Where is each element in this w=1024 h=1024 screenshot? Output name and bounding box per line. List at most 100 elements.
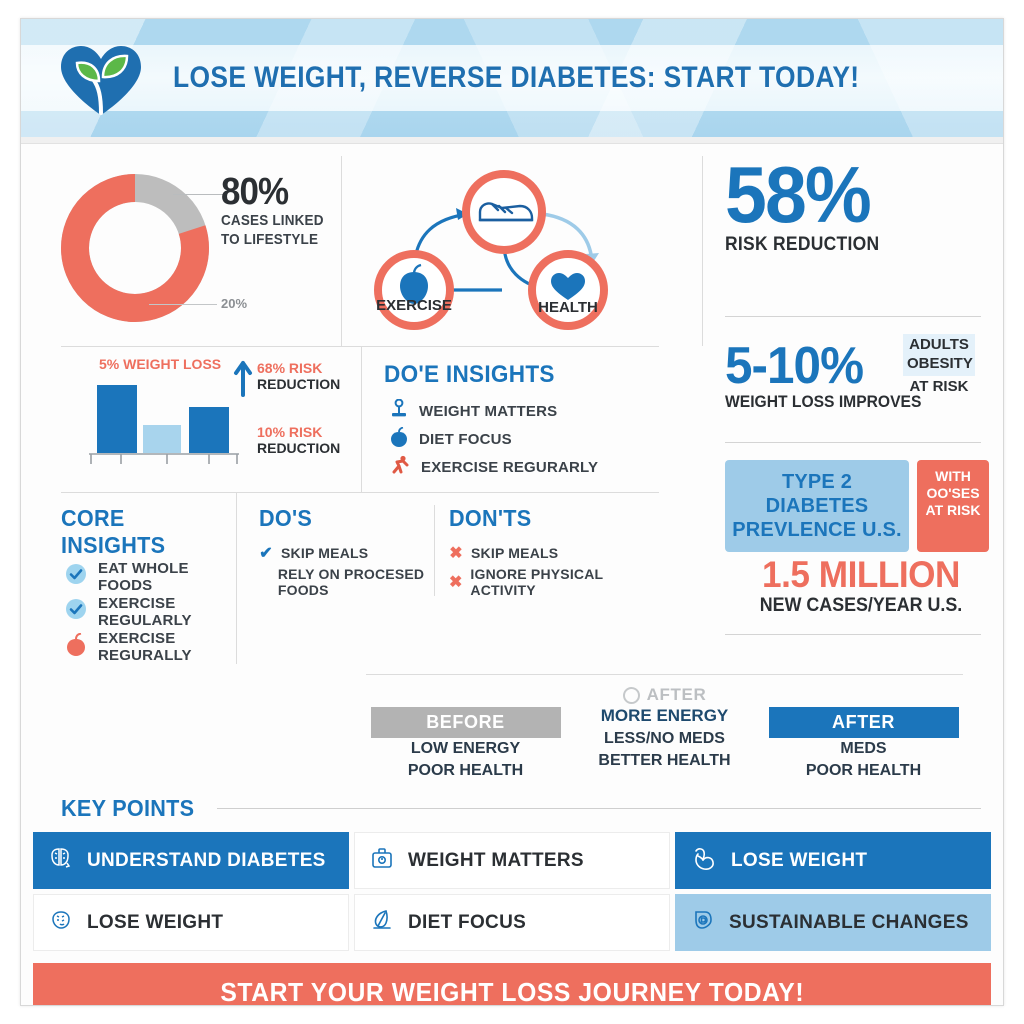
donut-leader-line-80 bbox=[173, 194, 225, 195]
bar-3 bbox=[189, 407, 229, 453]
bar-chart-block: 5% WEIGHT LOSS 68% RISK REDUCTION 10% RI… bbox=[61, 347, 361, 492]
core-item-label: EXERCISE REGULARLY bbox=[98, 594, 192, 629]
key-point-cell[interactable]: DIET FOCUS bbox=[354, 894, 670, 952]
adults-at-risk-badge: ADULTS OBESITY AT RISK bbox=[903, 334, 975, 396]
key-point-label: LOSE WEIGHT bbox=[731, 849, 868, 871]
stat-million-value: 1.5 MILLION bbox=[762, 554, 960, 595]
doe-item-label: EXERCISE REGURARLY bbox=[421, 458, 599, 476]
after-line2: POOR HEALTH bbox=[805, 761, 922, 779]
badge-type2-prevalence[interactable]: TYPE 2 DIABETES PREVLENCE U.S. bbox=[725, 460, 909, 552]
doe-item-label: WEIGHT MATTERS bbox=[419, 402, 558, 420]
play-leaf-icon bbox=[690, 907, 716, 938]
bar-2 bbox=[143, 425, 181, 453]
heart-leaf-logo bbox=[55, 43, 147, 117]
row-top: 80% CASES LINKED TO LIFESTYLE 20% bbox=[21, 144, 1003, 346]
badge-coral-line3: AT RISK bbox=[925, 501, 981, 518]
doe-item[interactable]: DIET FOCUS bbox=[384, 425, 659, 453]
middle-line1: MORE ENERGY bbox=[600, 706, 729, 725]
doe-item-label: DIET FOCUS bbox=[419, 430, 512, 448]
shoe-icon bbox=[478, 202, 534, 222]
after-ghost-text: AFTER bbox=[646, 685, 707, 704]
brain-icon bbox=[48, 845, 74, 876]
stat-weightloss-value: 5-10% bbox=[725, 337, 864, 395]
core-item-label: EAT WHOLE FOODS bbox=[98, 559, 189, 594]
stat-58: 58% RISK REDUCTION bbox=[725, 150, 893, 256]
donts-column: DON'TS ✖ SKIP MEALS ✖ IGNORE PHYSICAL AC… bbox=[434, 505, 659, 598]
doe-item[interactable]: EXERCISE REGURARLY bbox=[384, 453, 659, 481]
stat-weightloss: 5-10% WEIGHT LOSS IMPROVES bbox=[725, 337, 995, 412]
donut-leader-line-20 bbox=[149, 304, 217, 305]
donut-caption-line1: CASES LINKED bbox=[221, 212, 324, 230]
badge-blue-line1: TYPE 2 DIABETES bbox=[765, 471, 869, 517]
before-after-block: BEFORE LOW ENERGY POOR HEALTH AFTER MORE… bbox=[366, 674, 963, 781]
dos-item[interactable]: RELY ON PROCESED FOODS bbox=[259, 566, 434, 598]
flow-left-label: EXERCISE bbox=[376, 297, 452, 314]
key-point-cell[interactable]: LOSE WEIGHT bbox=[675, 832, 991, 890]
runner-icon bbox=[390, 455, 410, 480]
bar-label-68-sub: REDUCTION bbox=[257, 376, 340, 392]
donts-item[interactable]: ✖ IGNORE PHYSICAL ACTIVITY bbox=[449, 565, 659, 598]
check-circle-icon bbox=[65, 563, 87, 590]
key-point-label: UNDERSTAND DIABETES bbox=[87, 849, 326, 871]
key-point-cell[interactable]: WEIGHT MATTERS bbox=[354, 832, 670, 890]
key-point-cell[interactable]: UNDERSTAND DIABETES bbox=[33, 832, 349, 890]
stat-58-value: 58% bbox=[725, 150, 872, 239]
row-insights: CORE INSIGHTS EAT WHOLE FOODS bbox=[61, 492, 659, 664]
before-column: BEFORE LOW ENERGY POOR HEALTH bbox=[366, 685, 565, 781]
key-points-title: KEY POINTS bbox=[61, 795, 195, 822]
key-point-label: SUSTAINABLE CHANGES bbox=[729, 911, 969, 933]
badge-with-at-risk[interactable]: WITH OO'SES AT RISK bbox=[917, 460, 989, 552]
doe-insights-title: DO'E INSIGHTS bbox=[384, 361, 555, 388]
key-point-label: DIET FOCUS bbox=[408, 911, 527, 933]
after-bar[interactable]: AFTER bbox=[768, 707, 959, 738]
core-item[interactable]: EXERCISE REGULARLY bbox=[61, 594, 236, 629]
middle-column: AFTER MORE ENERGY LESS/NO MEDS BETTER HE… bbox=[565, 685, 764, 781]
stat-divider-2 bbox=[725, 442, 981, 443]
cta-banner[interactable]: START YOUR WEIGHT LOSS JOURNEY TODAY! bbox=[33, 963, 991, 1005]
core-item-label: EXERCISE REGURALLY bbox=[98, 629, 192, 664]
apple-icon bbox=[65, 632, 87, 661]
before-line2: POOR HEALTH bbox=[407, 761, 524, 779]
key-point-label: LOSE WEIGHT bbox=[87, 911, 224, 933]
key-points-header: KEY POINTS bbox=[61, 795, 981, 822]
infographic-body: 80% CASES LINKED TO LIFESTYLE 20% bbox=[21, 144, 1003, 1005]
dos-item[interactable]: ✔ SKIP MEALS bbox=[259, 538, 434, 567]
apple-icon bbox=[390, 426, 408, 452]
bar-label-10: 10% RISK bbox=[257, 424, 322, 440]
donts-item-label: SKIP MEALS bbox=[471, 544, 559, 561]
stat-million-label: NEW CASES/YEAR U.S. bbox=[759, 595, 963, 616]
badge-coral-line1: WITH bbox=[935, 468, 971, 484]
doe-item[interactable]: WEIGHT MATTERS bbox=[384, 397, 659, 425]
prevalence-badges: TYPE 2 DIABETES PREVLENCE U.S. WITH OO'S… bbox=[725, 460, 989, 552]
core-item[interactable]: EXERCISE REGURALLY bbox=[61, 629, 236, 664]
check-circle-icon bbox=[65, 598, 87, 625]
badge-blue-line2: PREVLENCE U.S. bbox=[732, 519, 902, 541]
stat-divider-1 bbox=[725, 316, 981, 317]
key-point-cell[interactable]: LOSE WEIGHT bbox=[33, 894, 349, 952]
key-point-cell[interactable]: SUSTAINABLE CHANGES bbox=[675, 894, 991, 952]
dos-title: DO'S bbox=[259, 505, 313, 531]
before-bar[interactable]: BEFORE bbox=[370, 707, 561, 738]
muscle-arm-icon bbox=[690, 845, 718, 876]
key-points-grid: UNDERSTAND DIABETES WEIGHT MATTERS bbox=[33, 832, 991, 952]
flow-diagram-block: EXERCISE HEALTH EXERCISE HEALTH bbox=[341, 156, 703, 346]
x-icon: ✖ bbox=[449, 544, 463, 562]
before-line1: LOW ENERGY bbox=[410, 740, 521, 757]
circle-icon bbox=[622, 686, 640, 704]
row-bars: 5% WEIGHT LOSS 68% RISK REDUCTION 10% RI… bbox=[61, 346, 659, 492]
adults-line1: ADULTS bbox=[909, 336, 969, 353]
middle-line3: BETTER HEALTH bbox=[598, 751, 731, 769]
donut-chart-block: 80% CASES LINKED TO LIFESTYLE 20% bbox=[21, 156, 341, 346]
donts-item[interactable]: ✖ SKIP MEALS bbox=[449, 538, 659, 567]
adults-line3: AT RISK bbox=[909, 377, 969, 395]
core-item[interactable]: EAT WHOLE FOODS bbox=[61, 559, 236, 594]
after-column: AFTER MEDS POOR HEALTH bbox=[764, 685, 963, 781]
donts-item-label: IGNORE PHYSICAL ACTIVITY bbox=[470, 565, 604, 598]
key-point-label: WEIGHT MATTERS bbox=[408, 849, 584, 871]
check-icon: ✔ bbox=[259, 544, 273, 562]
donut-hole bbox=[102, 215, 168, 281]
adults-line2: OBESITY bbox=[907, 354, 973, 372]
after-line1: MEDS bbox=[840, 740, 887, 757]
stat-weightloss-label: WEIGHT LOSS IMPROVES bbox=[725, 392, 922, 412]
header-divider bbox=[21, 137, 1003, 144]
